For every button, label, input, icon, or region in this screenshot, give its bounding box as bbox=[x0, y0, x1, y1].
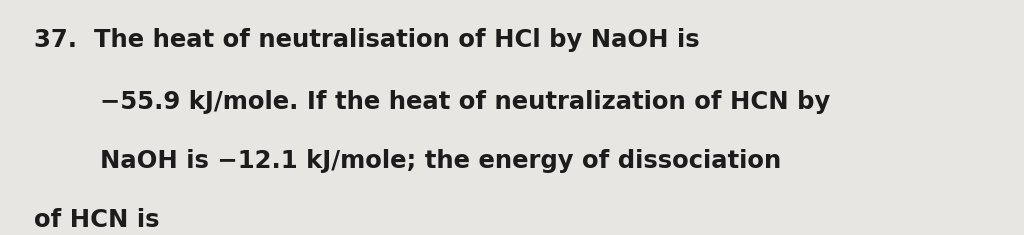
Text: of HCN is: of HCN is bbox=[34, 208, 160, 232]
Text: 37.  The heat of neutralisation of HCl by NaOH is: 37. The heat of neutralisation of HCl by… bbox=[34, 28, 699, 52]
Text: NaOH is −12.1 kJ/mole; the energy of dissociation: NaOH is −12.1 kJ/mole; the energy of dis… bbox=[100, 149, 781, 173]
Text: −55.9 kJ/mole. If the heat of neutralization of HCN by: −55.9 kJ/mole. If the heat of neutraliza… bbox=[100, 90, 830, 114]
